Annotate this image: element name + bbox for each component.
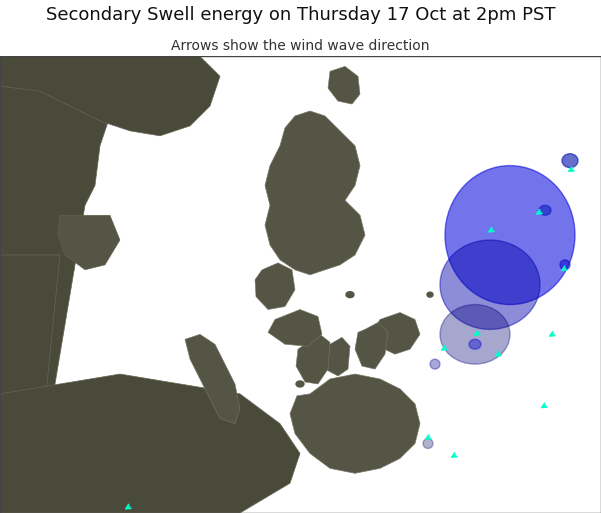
Text: Arrows show the wind wave direction: Arrows show the wind wave direction — [171, 39, 430, 53]
Polygon shape — [0, 56, 220, 136]
Polygon shape — [296, 334, 330, 384]
Text: Secondary Swell energy on Thursday 17 Oct at 2pm PST: Secondary Swell energy on Thursday 17 Oc… — [46, 6, 555, 25]
Polygon shape — [265, 111, 365, 275]
Polygon shape — [268, 309, 322, 346]
Polygon shape — [0, 374, 300, 513]
Polygon shape — [290, 374, 420, 473]
Ellipse shape — [296, 381, 304, 387]
Polygon shape — [255, 263, 295, 309]
Polygon shape — [355, 323, 388, 369]
Ellipse shape — [440, 240, 540, 329]
Ellipse shape — [440, 305, 510, 364]
Ellipse shape — [560, 260, 570, 270]
Polygon shape — [328, 66, 360, 104]
Ellipse shape — [423, 439, 433, 448]
Ellipse shape — [539, 205, 551, 215]
Ellipse shape — [445, 166, 575, 305]
Polygon shape — [372, 312, 420, 354]
Polygon shape — [322, 338, 350, 376]
Ellipse shape — [562, 154, 578, 168]
Ellipse shape — [469, 339, 481, 349]
Ellipse shape — [304, 180, 316, 187]
Polygon shape — [58, 215, 120, 270]
Ellipse shape — [346, 292, 354, 298]
Ellipse shape — [427, 292, 433, 297]
Polygon shape — [0, 255, 60, 453]
Polygon shape — [0, 56, 130, 483]
Ellipse shape — [430, 359, 440, 369]
Polygon shape — [185, 334, 240, 424]
